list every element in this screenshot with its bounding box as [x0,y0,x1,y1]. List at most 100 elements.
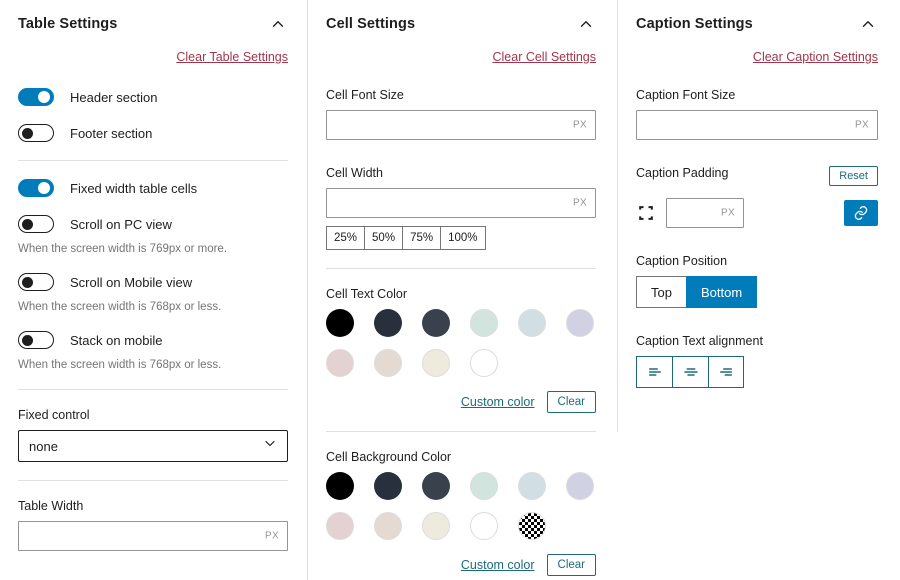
caption-padding-label: Caption Padding [636,166,729,180]
cell-width-label: Cell Width [326,166,383,180]
caption-position-group: Top Bottom [636,276,878,308]
clear-cell-settings-link[interactable]: Clear Cell Settings [492,50,596,64]
clear-table-settings-row: Clear Table Settings [18,48,288,66]
cell-bg-color-clear-button[interactable]: Clear [546,554,596,576]
color-swatch[interactable] [326,309,354,337]
color-swatch[interactable] [374,309,402,337]
toggle-stack-on-mobile[interactable]: Stack on mobile [18,331,288,350]
chevron-up-icon[interactable] [858,14,878,34]
fixed-control-value: none [29,438,58,454]
toggle-label: Header section [70,89,158,105]
cell-width-preset-75[interactable]: 75% [402,226,441,250]
toggle-switch[interactable] [18,124,54,142]
divider [18,480,288,482]
color-swatch[interactable] [326,472,354,500]
caption-padding-input[interactable] [667,199,743,227]
caption-alignment-group [636,356,878,388]
table-width-field: Table Width PX [18,499,288,552]
color-swatch[interactable] [518,472,546,500]
caption-padding-input-wrap[interactable]: PX [666,198,744,228]
color-swatch[interactable] [422,472,450,500]
divider [18,160,288,161]
color-swatch[interactable] [470,349,498,377]
color-swatch[interactable] [470,472,498,500]
toggle-label: Scroll on PC view [70,216,172,232]
cell-font-size-label: Cell Font Size [326,88,404,102]
toggle-switch[interactable] [18,179,54,197]
caption-padding-reset-button[interactable]: Reset [829,166,878,186]
cell-font-size-input[interactable] [327,111,595,139]
cell-width-preset-100[interactable]: 100% [440,226,486,250]
clear-caption-settings-link[interactable]: Clear Caption Settings [752,50,878,64]
caption-position-label: Caption Position [636,254,728,268]
fixed-control-label: Fixed control [18,408,90,423]
caption-font-size-input[interactable] [637,111,877,139]
color-swatch[interactable] [374,349,402,377]
caption-padding-controls: PX [636,198,878,228]
color-swatch[interactable] [422,309,450,337]
cell-bg-custom-color-link[interactable]: Custom color [460,558,535,572]
table-width-input-wrap[interactable]: PX [18,521,288,552]
color-swatch[interactable] [470,512,498,540]
cell-settings-header: Cell Settings [326,14,596,34]
color-swatch[interactable] [326,512,354,540]
table-width-input[interactable] [19,522,287,551]
color-swatch-transparent[interactable] [518,512,546,540]
caption-font-size-label: Caption Font Size [636,88,736,102]
caption-position-top[interactable]: Top [636,276,686,308]
align-left-icon[interactable] [636,356,672,388]
cell-width-input-wrap[interactable]: PX [326,188,596,218]
column-divider-2 [617,0,618,432]
caption-settings-title: Caption Settings [636,16,753,32]
table-settings-title: Table Settings [18,16,118,32]
divider [326,431,596,432]
cell-font-size-input-wrap[interactable]: PX [326,110,596,140]
fixed-control-select[interactable]: none [18,430,288,463]
cell-settings-panel: Cell Settings Clear Cell Settings Cell F… [308,0,618,580]
cell-background-color-swatches [326,472,596,540]
color-swatch[interactable] [566,309,594,337]
cell-width-preset-50[interactable]: 50% [364,226,403,250]
color-swatch[interactable] [422,512,450,540]
cell-settings-title: Cell Settings [326,16,416,32]
table-settings-panel: Table Settings Clear Table Settings Head… [0,0,308,580]
caption-settings-header: Caption Settings [636,14,878,34]
toggle-header-section[interactable]: Header section [18,88,288,106]
cell-background-color-field: Cell Background Color Custom color Clear [326,450,596,576]
toggle-label: Footer section [70,125,153,141]
cell-text-color-swatches [326,309,596,377]
chevron-up-icon[interactable] [268,14,288,34]
cell-width-preset-25[interactable]: 25% [326,226,365,250]
padding-all-sides-icon[interactable] [636,203,656,223]
toggle-scroll-on-mobile-view[interactable]: Scroll on Mobile view [18,273,288,292]
caption-alignment-label: Caption Text alignment [636,334,763,348]
link-sides-icon[interactable] [844,200,878,226]
color-swatch[interactable] [374,512,402,540]
color-swatch[interactable] [566,472,594,500]
color-swatch[interactable] [518,309,546,337]
color-swatch[interactable] [374,472,402,500]
cell-text-custom-color-link[interactable]: Custom color [460,395,535,409]
divider [326,268,596,269]
toggle-fixed-width-table-cells[interactable]: Fixed width table cells [18,179,288,197]
cell-text-color-clear-button[interactable]: Clear [546,391,596,413]
color-swatch[interactable] [326,349,354,377]
color-swatch[interactable] [470,309,498,337]
caption-padding-field: Caption Padding Reset PX [636,166,878,228]
toggle-footer-section[interactable]: Footer section [18,124,288,142]
caption-position-field: Caption Position Top Bottom [636,254,878,308]
align-right-icon[interactable] [708,356,744,388]
color-swatch[interactable] [422,349,450,377]
caption-position-bottom[interactable]: Bottom [685,276,758,308]
toggle-switch[interactable] [18,273,54,292]
cell-width-input[interactable] [327,189,595,217]
toggle-switch[interactable] [18,215,54,233]
align-center-icon[interactable] [672,356,708,388]
chevron-up-icon[interactable] [576,14,596,34]
caption-font-size-input-wrap[interactable]: PX [636,110,878,140]
toggle-switch[interactable] [18,331,54,350]
toggle-switch[interactable] [18,88,54,106]
toggle-scroll-on-pc-view[interactable]: Scroll on PC view [18,215,288,233]
cell-background-color-actions: Custom color Clear [326,554,596,576]
clear-table-settings-link[interactable]: Clear Table Settings [176,50,288,64]
